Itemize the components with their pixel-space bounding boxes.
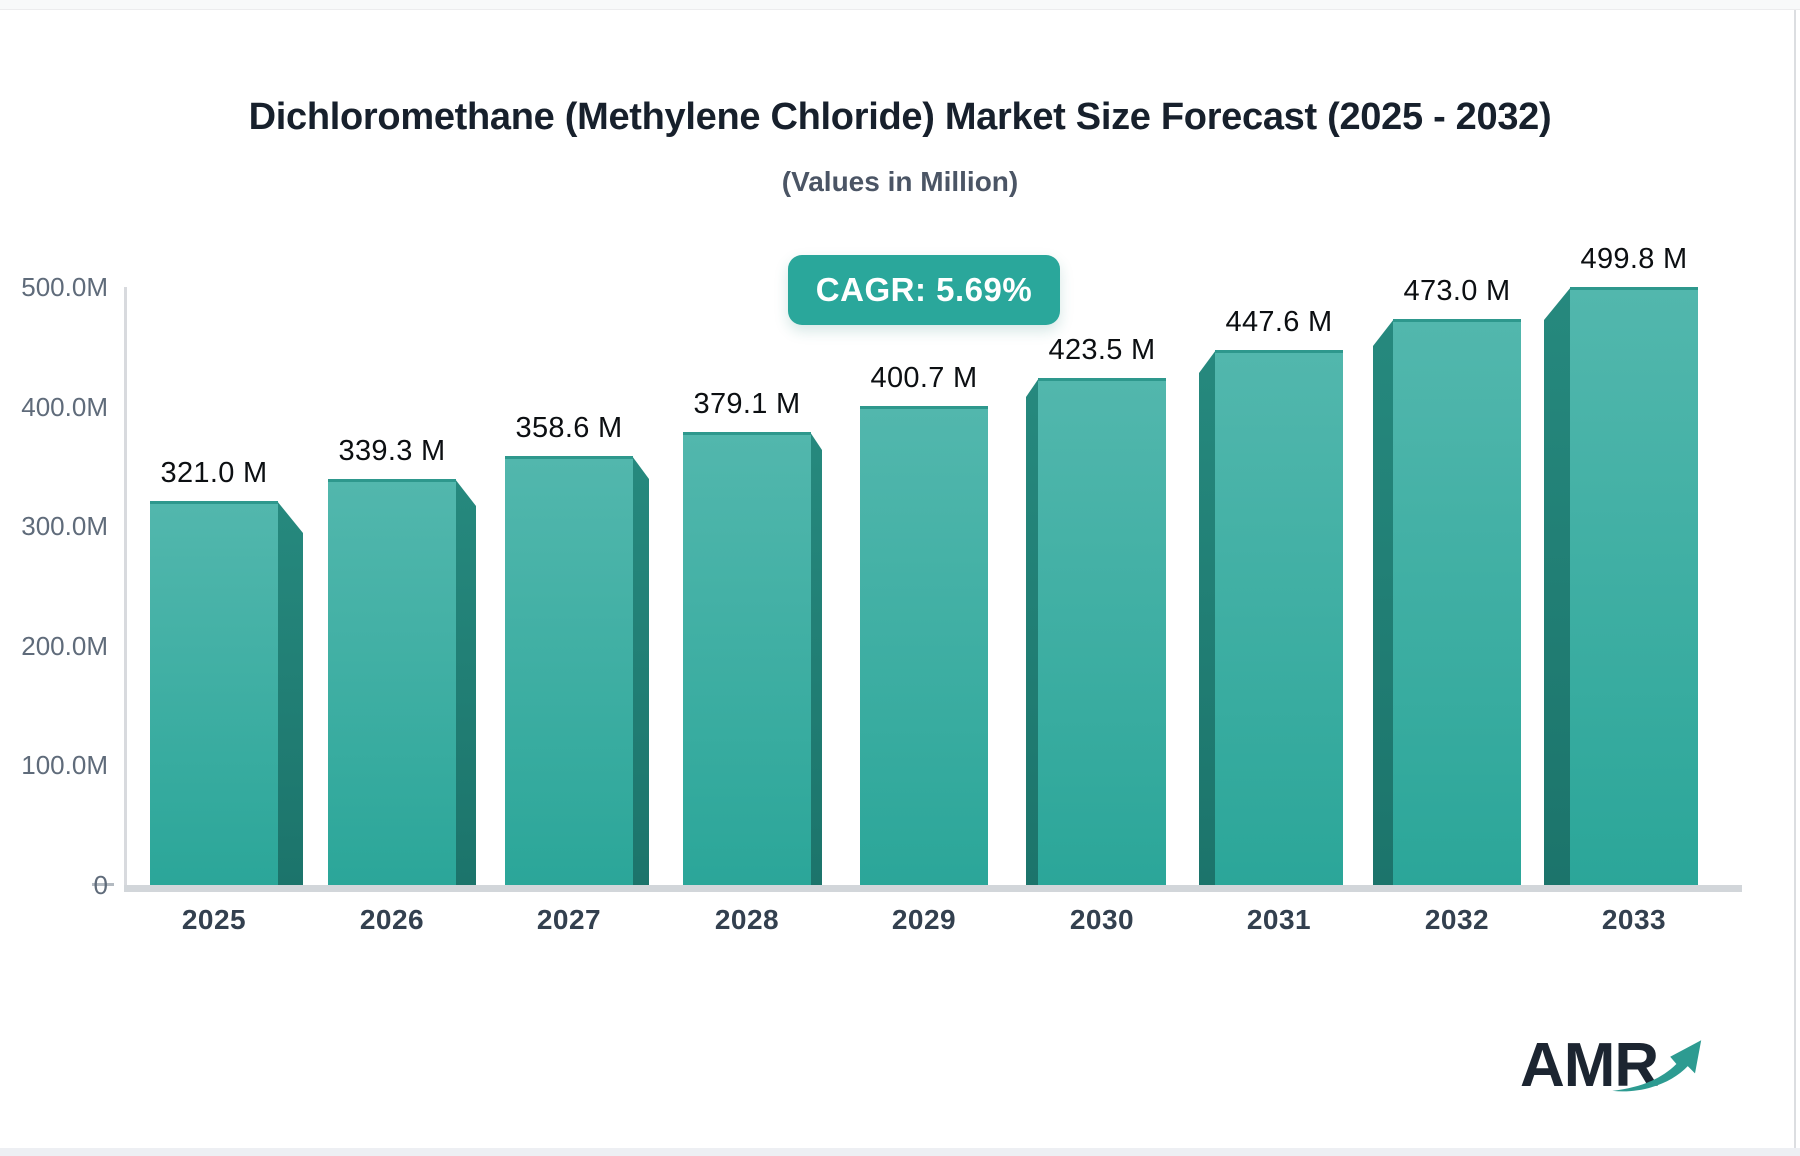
x-tick-label-2025: 2025 xyxy=(181,904,247,935)
y-tick-label: 100.0M xyxy=(21,750,108,781)
y-axis-zero-tick xyxy=(92,883,114,886)
bar-value-label-2028: 379.1 M xyxy=(693,388,801,420)
bar-side-2025 xyxy=(277,501,303,885)
amr-logo: AMR xyxy=(1520,1030,1740,1110)
chart-subtitle: (Values in Million) xyxy=(781,166,1019,197)
bar-2026 xyxy=(328,479,456,885)
cagr-badge: CAGR: 5.69% xyxy=(788,255,1060,325)
bar-2027 xyxy=(505,456,633,885)
bar-2031 xyxy=(1215,350,1343,885)
bar-value-label-2025: 321.0 M xyxy=(160,457,268,489)
bar-value-label-2029: 400.7 M xyxy=(870,362,978,394)
chart-title: Dichloromethane (Methylene Chloride) Mar… xyxy=(248,96,1552,138)
bottom-border-strip xyxy=(0,1148,1800,1156)
bar-value-label-2033: 499.8 M xyxy=(1580,243,1688,275)
x-tick-label-2032: 2032 xyxy=(1424,904,1490,935)
bar-value-label-2030: 423.5 M xyxy=(1048,334,1156,366)
bar-value-label-2027: 358.6 M xyxy=(515,412,623,444)
y-tick-label: 0 xyxy=(93,870,108,900)
bar-side-2033 xyxy=(1544,287,1571,885)
x-tick-label-2031: 2031 xyxy=(1246,904,1312,935)
bar-value-label-2032: 473.0 M xyxy=(1403,275,1511,307)
x-axis-baseline xyxy=(124,885,1742,892)
bar-2030 xyxy=(1038,378,1166,885)
bar-value-label-2026: 339.3 M xyxy=(338,435,446,467)
growth-arrow-icon xyxy=(1612,1040,1702,1092)
bar-2033 xyxy=(1570,287,1698,885)
y-axis-line xyxy=(124,287,127,885)
right-border-line xyxy=(1794,10,1796,1148)
bar-side-2031 xyxy=(1199,350,1216,885)
bar-2032 xyxy=(1393,319,1521,885)
bar-side-2026 xyxy=(455,479,476,885)
x-tick-label-2030: 2030 xyxy=(1069,904,1135,935)
y-tick-label: 200.0M xyxy=(21,630,108,661)
x-tick-label-2029: 2029 xyxy=(891,904,957,935)
bar-side-2027 xyxy=(632,456,649,885)
y-tick-label: 300.0M xyxy=(21,511,108,542)
cagr-badge-label: CAGR: 5.69% xyxy=(815,271,1033,308)
top-border-strip xyxy=(0,0,1800,10)
bar-2025 xyxy=(150,501,278,885)
x-tick-label-2033: 2033 xyxy=(1601,904,1667,935)
bar-side-2032 xyxy=(1373,319,1394,885)
bar-value-label-2031: 447.6 M xyxy=(1225,306,1333,338)
x-tick-label-2028: 2028 xyxy=(714,904,780,935)
bar-side-2028 xyxy=(810,432,822,885)
bar-2029 xyxy=(860,406,988,885)
y-tick-label: 500.0M xyxy=(21,272,108,302)
x-tick-label-2027: 2027 xyxy=(536,904,602,935)
bar-2028 xyxy=(683,432,811,885)
y-tick-label: 400.0M xyxy=(21,391,108,422)
x-tick-label-2026: 2026 xyxy=(359,904,425,935)
bar-side-2030 xyxy=(1026,378,1039,885)
